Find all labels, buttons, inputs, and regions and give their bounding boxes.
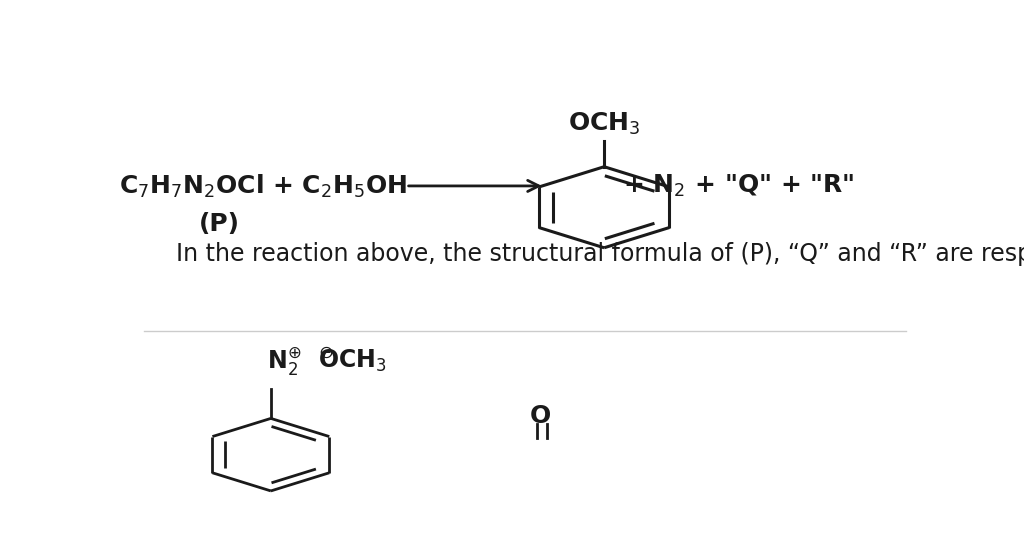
Text: C$_7$H$_7$N$_2$OCl + C$_2$H$_5$OH: C$_7$H$_7$N$_2$OCl + C$_2$H$_5$OH: [119, 172, 408, 199]
Text: O: O: [530, 404, 551, 428]
Text: N$_2^{\oplus}$: N$_2^{\oplus}$: [267, 345, 301, 377]
Text: + N$_2$ + "Q" + "R": + N$_2$ + "Q" + "R": [624, 173, 855, 199]
Text: In the reaction above, the structural formula of (P), “Q” and “R” are respective: In the reaction above, the structural fo…: [176, 242, 1024, 266]
Text: OCH$_3$: OCH$_3$: [318, 348, 387, 374]
Text: $\ominus$: $\ominus$: [318, 344, 334, 362]
Text: OCH$_3$: OCH$_3$: [568, 111, 640, 137]
Text: (P): (P): [199, 212, 240, 237]
